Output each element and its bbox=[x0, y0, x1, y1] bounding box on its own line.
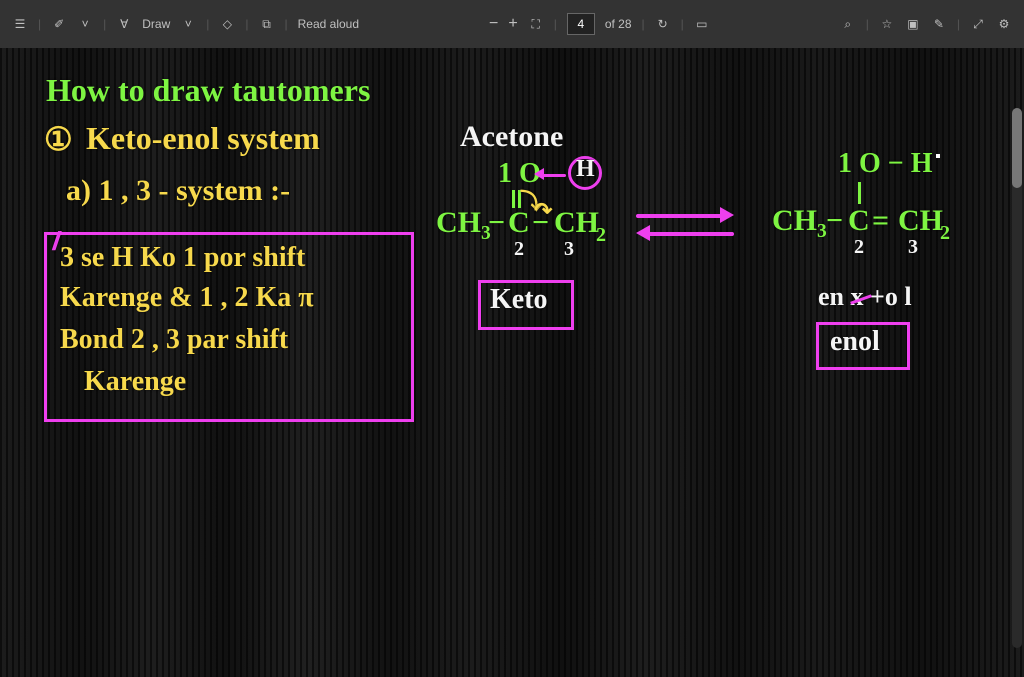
text-select-icon[interactable]: ⧉ bbox=[259, 16, 275, 32]
keto-bond2: − bbox=[532, 206, 549, 240]
arrow-small-head bbox=[534, 168, 544, 180]
highlighter-icon[interactable]: ✐ bbox=[51, 16, 67, 32]
box-line1: 3 se H Ko 1 por shift bbox=[60, 242, 305, 274]
enol-label: enol bbox=[830, 326, 880, 358]
box-line4: Karenge bbox=[84, 366, 186, 398]
keto-C-sub: 2 bbox=[514, 238, 524, 261]
slide-content: How to draw tautomers ① Keto-enol system… bbox=[0, 48, 1024, 677]
eraser-icon[interactable]: ◇ bbox=[219, 16, 235, 32]
enol-CH2-sub3: 3 bbox=[908, 236, 918, 259]
scrollbar[interactable] bbox=[1012, 108, 1022, 648]
rotate-icon[interactable]: ↻ bbox=[655, 16, 671, 32]
enol-CH2: CH bbox=[898, 204, 943, 238]
draw-icon[interactable]: ∀ bbox=[116, 16, 132, 32]
box-line3: Bond 2 , 3 par shift bbox=[60, 324, 288, 356]
enol-bond1: − bbox=[826, 204, 843, 238]
eq-arrow-top-head bbox=[720, 207, 734, 223]
enol-CH2-sub2: 2 bbox=[940, 222, 950, 245]
keto-CH3-left: CH3 bbox=[436, 206, 491, 245]
note-title: How to draw tautomers bbox=[46, 72, 370, 109]
enol-CH3: CH3 bbox=[772, 204, 827, 243]
keto-CH-right: CH bbox=[554, 206, 599, 240]
search-icon[interactable]: ⌕ bbox=[840, 16, 856, 32]
eq-arrow-bot-head bbox=[636, 225, 650, 241]
menu-icon[interactable]: ☰ bbox=[12, 16, 28, 32]
enol-1O-H: 1 O − H bbox=[838, 148, 933, 180]
keto-CH-sub3: 3 bbox=[564, 238, 574, 261]
keto-C: C bbox=[508, 206, 530, 240]
line-a: a) 1 , 3 - system :- bbox=[66, 174, 290, 208]
eq-arrow-top bbox=[636, 214, 722, 218]
page-total-label: of 28 bbox=[605, 17, 632, 31]
acetone-label: Acetone bbox=[460, 120, 563, 154]
fit-icon[interactable]: ⛶ bbox=[528, 16, 544, 32]
enol-C-sub: 2 bbox=[854, 236, 864, 259]
keto-H: H bbox=[576, 156, 595, 183]
keto-CH-sub2: 2 bbox=[596, 224, 606, 247]
edit-icon[interactable]: ✎ bbox=[931, 16, 947, 32]
box-line2: Karenge & 1 , 2 Ka π bbox=[60, 282, 314, 314]
enol-double-bond: = bbox=[872, 204, 885, 238]
chevron-down-icon[interactable]: ˅ bbox=[180, 16, 196, 32]
enol-C: C bbox=[848, 204, 870, 238]
scrollbar-thumb[interactable] bbox=[1012, 108, 1022, 188]
chevron-down-icon[interactable]: ˅ bbox=[77, 16, 93, 32]
clipboard-icon[interactable]: ▣ bbox=[905, 16, 921, 32]
enol-O-bond bbox=[858, 182, 861, 204]
eq-arrow-bot bbox=[648, 232, 734, 236]
page-view-icon[interactable]: ▭ bbox=[694, 16, 710, 32]
page-number-input[interactable] bbox=[567, 13, 595, 35]
bookmark-icon[interactable]: ☆ bbox=[879, 16, 895, 32]
read-aloud-label[interactable]: Read aloud bbox=[298, 17, 359, 31]
zoom-out-button[interactable]: − bbox=[489, 15, 498, 33]
keto-bond1: − bbox=[488, 206, 505, 240]
fullscreen-icon[interactable]: ⤢ bbox=[970, 16, 986, 32]
keto-label: Keto bbox=[490, 284, 548, 316]
draw-label[interactable]: Draw bbox=[142, 17, 170, 31]
zoom-in-button[interactable]: + bbox=[508, 15, 517, 33]
circled-one: ① bbox=[44, 120, 73, 158]
pdf-toolbar: ☰ | ✐ ˅ | ∀ Draw ˅ | ◇ | ⧉ | Read aloud … bbox=[0, 0, 1024, 48]
cursor-dot bbox=[936, 154, 940, 158]
settings-icon[interactable]: ⚙ bbox=[996, 16, 1012, 32]
line1-text: Keto-enol system bbox=[86, 120, 320, 157]
